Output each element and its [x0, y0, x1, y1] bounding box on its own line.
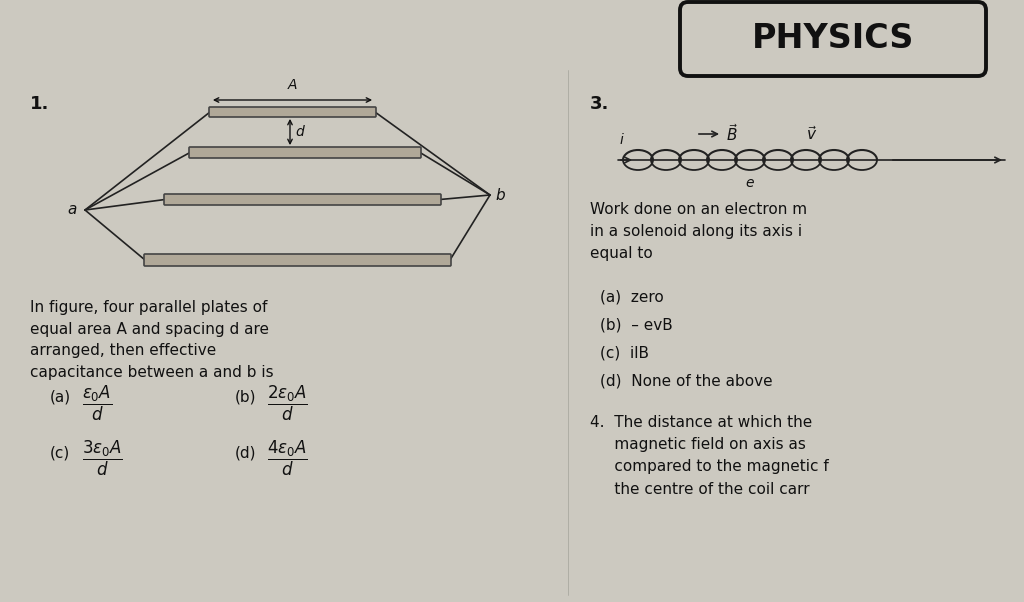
Text: a: a [67, 202, 77, 217]
Text: PHYSICS: PHYSICS [752, 22, 914, 55]
Text: d: d [295, 125, 304, 139]
FancyBboxPatch shape [209, 107, 376, 117]
Text: i: i [620, 133, 624, 147]
Text: (a): (a) [50, 390, 71, 405]
FancyBboxPatch shape [189, 147, 421, 158]
Text: Work done on an electron m
in a solenoid along its axis i
equal to: Work done on an electron m in a solenoid… [590, 202, 807, 261]
Text: 4.  The distance at which the
     magnetic field on axis as
     compared to th: 4. The distance at which the magnetic fi… [590, 415, 828, 497]
Text: (b)  – evB: (b) – evB [600, 318, 673, 333]
Text: $\dfrac{2\varepsilon_0 A}{d}$: $\dfrac{2\varepsilon_0 A}{d}$ [267, 384, 308, 423]
Text: In figure, four parallel plates of
equal area A and spacing d are
arranged, then: In figure, four parallel plates of equal… [30, 300, 273, 380]
Text: $\dfrac{4\varepsilon_0 A}{d}$: $\dfrac{4\varepsilon_0 A}{d}$ [267, 439, 308, 478]
Text: e: e [745, 176, 755, 190]
Text: (d)  None of the above: (d) None of the above [600, 374, 773, 389]
Text: (a)  zero: (a) zero [600, 290, 664, 305]
Text: (b): (b) [234, 390, 256, 405]
FancyBboxPatch shape [164, 194, 441, 205]
Text: $\dfrac{\varepsilon_0 A}{d}$: $\dfrac{\varepsilon_0 A}{d}$ [82, 384, 113, 423]
Text: 3.: 3. [590, 95, 609, 113]
Text: $\vec{v}$: $\vec{v}$ [806, 125, 817, 143]
Text: (c): (c) [50, 445, 71, 460]
Text: $\dfrac{3\varepsilon_0 A}{d}$: $\dfrac{3\varepsilon_0 A}{d}$ [82, 439, 123, 478]
Text: (c)  ilB: (c) ilB [600, 346, 649, 361]
Text: $\vec{B}$: $\vec{B}$ [726, 123, 738, 144]
Text: A: A [288, 78, 297, 92]
Text: b: b [495, 187, 505, 202]
Text: 1.: 1. [30, 95, 49, 113]
Text: (d): (d) [234, 445, 256, 460]
FancyBboxPatch shape [144, 254, 451, 266]
FancyBboxPatch shape [680, 2, 986, 76]
